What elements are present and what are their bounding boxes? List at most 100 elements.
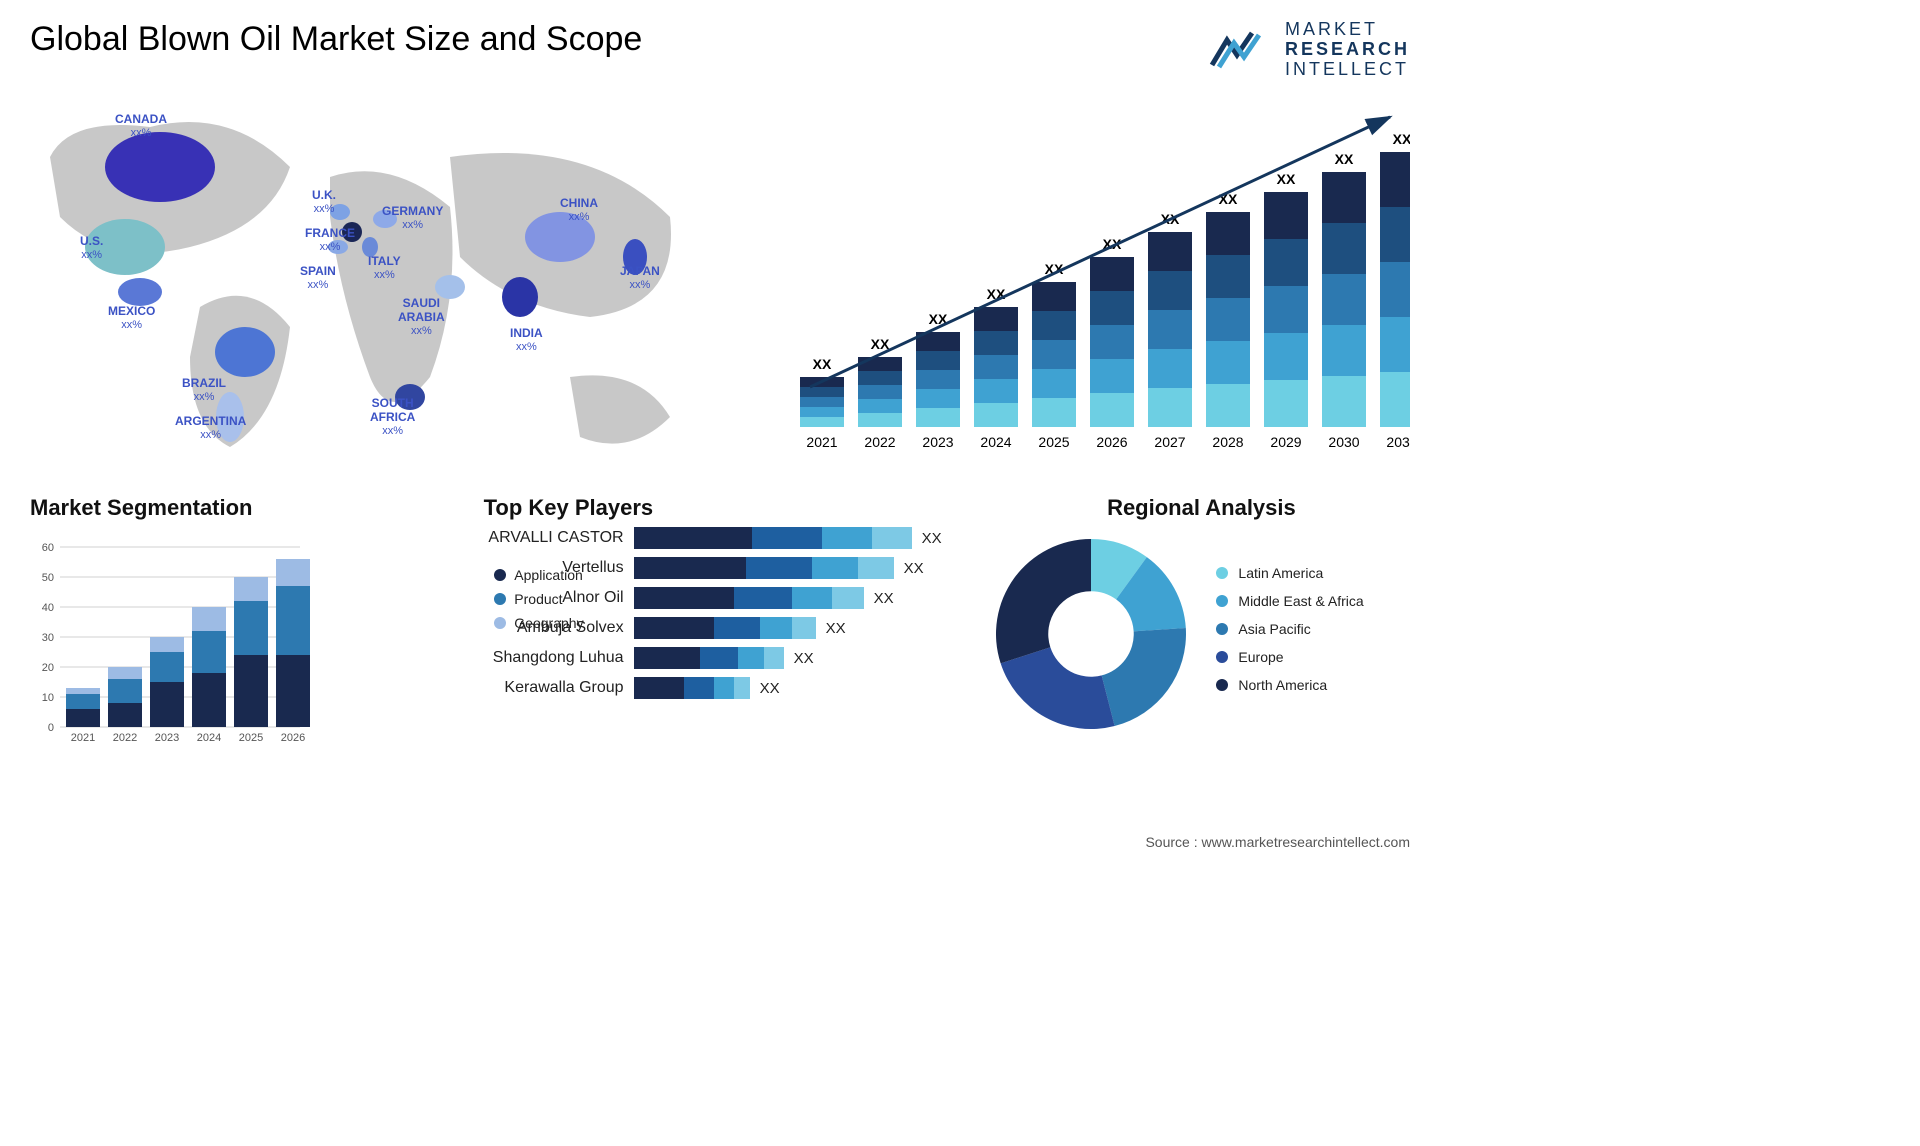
player-row: Shangdong LuhuaXX (484, 647, 957, 669)
forecast-bar-seg (858, 385, 902, 399)
forecast-bar-seg (1090, 359, 1134, 393)
player-bar (634, 527, 912, 549)
svg-text:30: 30 (42, 632, 54, 644)
forecast-bar-seg (1322, 274, 1366, 325)
forecast-bar-seg (1148, 232, 1192, 271)
forecast-bar-seg (1032, 340, 1076, 369)
forecast-bar-seg (916, 370, 960, 389)
forecast-bar-seg (858, 399, 902, 413)
forecast-bar-seg (1264, 380, 1308, 427)
segmentation-chart-svg: 0102030405060202120222023202420252026 (30, 527, 310, 747)
region-legend-item: Europe (1216, 649, 1363, 665)
forecast-bar-seg (1090, 257, 1134, 291)
forecast-year-label: 2026 (1096, 434, 1127, 450)
svg-text:10: 10 (42, 692, 54, 704)
player-bar-seg (684, 677, 714, 699)
player-bar-seg (760, 617, 792, 639)
seg-bar-seg (234, 577, 268, 601)
world-map: CANADAxx%U.S.xx%MEXICOxx%BRAZILxx%ARGENT… (30, 97, 730, 477)
forecast-bar-seg (916, 351, 960, 370)
seg-year-label: 2021 (71, 732, 95, 744)
seg-year-label: 2023 (155, 732, 179, 744)
forecast-bar-seg (1032, 282, 1076, 311)
seg-legend-item: Product (494, 591, 583, 607)
page-title: Global Blown Oil Market Size and Scope (30, 20, 642, 59)
seg-year-label: 2025 (239, 732, 263, 744)
forecast-bar-seg (1206, 212, 1250, 255)
forecast-year-label: 2028 (1212, 434, 1243, 450)
region-legend-item: North America (1216, 677, 1363, 693)
player-value: XX (922, 530, 942, 547)
player-bar-seg (872, 527, 912, 549)
logo-line1: MARKET (1285, 20, 1410, 40)
seg-year-label: 2022 (113, 732, 137, 744)
player-bar-seg (734, 587, 792, 609)
seg-legend-item: Geography (494, 615, 583, 631)
map-label-italy: ITALYxx% (368, 255, 401, 281)
forecast-bar-seg (974, 403, 1018, 427)
player-bar (634, 617, 816, 639)
segmentation-legend: Application Product Geography (494, 567, 583, 639)
forecast-bar-seg (1322, 376, 1366, 427)
player-bar (634, 587, 864, 609)
seg-bar-seg (150, 682, 184, 727)
region-legend-item: Asia Pacific (1216, 621, 1363, 637)
forecast-year-label: 2030 (1328, 434, 1359, 450)
seg-bar-seg (66, 694, 100, 709)
map-label-japan: JAPANxx% (620, 265, 660, 291)
player-value: XX (826, 620, 846, 637)
logo-line2: RESEARCH (1285, 40, 1410, 60)
player-bar-seg (634, 647, 700, 669)
seg-legend-item: Application (494, 567, 583, 583)
donut-slice (1001, 648, 1115, 730)
forecast-bar-seg (1090, 393, 1134, 427)
player-bar-seg (832, 587, 864, 609)
map-label-uk: U.K.xx% (312, 189, 336, 215)
seg-bar-seg (234, 655, 268, 727)
seg-bar-seg (192, 631, 226, 673)
map-label-canada: CANADAxx% (115, 113, 167, 139)
forecast-bar-seg (1032, 398, 1076, 427)
source-text: Source : www.marketresearchintellect.com (1145, 834, 1410, 850)
map-label-safrica: SOUTHAFRICAxx% (370, 397, 415, 437)
forecast-bar-seg (1322, 223, 1366, 274)
seg-bar-seg (66, 688, 100, 694)
svg-text:20: 20 (42, 662, 54, 674)
forecast-year-label: 2031 (1386, 434, 1410, 450)
seg-bar-seg (276, 655, 310, 727)
player-bar-seg (714, 677, 734, 699)
forecast-year-label: 2022 (864, 434, 895, 450)
forecast-bar-seg (1380, 262, 1410, 317)
forecast-bar-seg (1322, 325, 1366, 376)
map-label-saudi: SAUDIARABIAxx% (398, 297, 445, 337)
forecast-bar-seg (800, 417, 844, 427)
player-bar-seg (764, 647, 784, 669)
player-bar-seg (700, 647, 738, 669)
player-bar (634, 557, 894, 579)
forecast-bar-seg (1206, 255, 1250, 298)
forecast-bar-seg (1148, 271, 1192, 310)
donut-slice (1102, 628, 1186, 726)
forecast-bar-seg (916, 389, 960, 408)
forecast-bar-seg (1380, 317, 1410, 372)
forecast-bar-seg (974, 355, 1018, 379)
player-bar-seg (792, 617, 816, 639)
forecast-value-label: XX (1393, 131, 1410, 147)
seg-bar-seg (150, 652, 184, 682)
player-value: XX (794, 650, 814, 667)
forecast-bar-seg (1380, 152, 1410, 207)
segmentation-panel: Market Segmentation 01020304050602021202… (30, 495, 454, 752)
forecast-bar-seg (1090, 291, 1134, 325)
player-bar-seg (858, 557, 894, 579)
svg-text:40: 40 (42, 602, 54, 614)
player-row: Kerawalla GroupXX (484, 677, 957, 699)
forecast-year-label: 2027 (1154, 434, 1185, 450)
forecast-bar-seg (858, 413, 902, 427)
seg-bar-seg (66, 709, 100, 727)
regional-donut-svg (986, 529, 1196, 739)
logo-line3: INTELLECT (1285, 60, 1410, 80)
seg-bar-seg (108, 703, 142, 727)
forecast-bar-seg (858, 371, 902, 385)
forecast-bar-seg (1264, 286, 1308, 333)
player-name: ARVALLI CASTOR (484, 529, 634, 547)
